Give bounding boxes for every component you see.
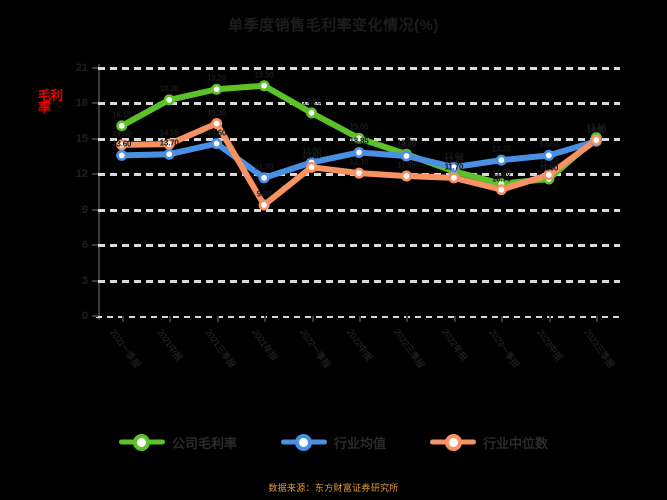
x-tick-mark — [264, 316, 267, 322]
y-tick-label: 9 — [81, 203, 88, 216]
data-point-label: 15.10 — [586, 122, 606, 132]
y-tick-mark — [92, 67, 98, 69]
x-tick-label: 2022一季报 — [297, 327, 332, 370]
gridline — [98, 102, 620, 106]
data-point-label: 11.60 — [539, 163, 559, 173]
data-point-label: 19.20 — [207, 73, 227, 83]
data-point-label: 12.25 — [444, 155, 464, 165]
y-tick-mark — [92, 137, 98, 140]
data-point-label: 12.60 — [444, 151, 464, 161]
data-point-label: 13.20 — [491, 144, 511, 154]
data-point-label: 13.85 — [349, 136, 369, 146]
data-point-label: 11.20 — [492, 168, 511, 178]
data-point-label: 13.55 — [396, 140, 416, 150]
y-tick-mark — [92, 208, 98, 211]
y-tick-label: 15 — [75, 132, 88, 145]
legend-label: 行业均值 — [333, 435, 386, 451]
gridline — [98, 279, 620, 283]
gridline — [98, 208, 620, 212]
y-axis-annotation: 毛利率 — [38, 88, 63, 115]
x-tick-mark — [169, 316, 172, 322]
x-tick-label: 2023一季报 — [487, 327, 522, 370]
x-tick-label: 2023中报 — [534, 327, 564, 363]
data-point-label: 18.30 — [159, 84, 179, 94]
data-point-label: 15.05 — [349, 122, 369, 132]
x-tick-mark — [501, 316, 504, 322]
data-point-label: 14.80 — [586, 125, 606, 135]
x-tick-label: 2022三季报 — [392, 327, 427, 370]
data-point-label: 12.10 — [349, 157, 369, 167]
legend-dot-icon — [295, 433, 313, 451]
chart-legend: 公司毛利率 行业均值 行业中位数 — [0, 432, 667, 452]
data-point-label: 11.95 — [539, 159, 559, 169]
data-point-label: 14.60 — [207, 128, 227, 138]
data-point-label: 11.85 — [397, 160, 416, 170]
y-tick-label: 21 — [75, 62, 88, 74]
x-tick-label: 2023三季报 — [582, 327, 617, 370]
legend-marker — [280, 432, 327, 452]
x-tick-label: 2021一季报 — [107, 327, 142, 370]
data-point-label: 13.70 — [396, 138, 416, 148]
data-point-label: 12.60 — [302, 151, 322, 161]
legend-marker — [430, 432, 476, 452]
gridline — [98, 173, 620, 177]
data-point-label: 19.50 — [254, 70, 274, 80]
x-tick-label: 2022年报 — [440, 327, 470, 363]
x-tick-mark — [548, 316, 551, 322]
x-tick-label: 2021三季报 — [202, 327, 237, 370]
chart-title: 单季度销售毛利率变化情况(%) — [228, 17, 439, 34]
data-point-label: 13.60 — [112, 139, 132, 149]
data-point-label: 13.60 — [539, 139, 559, 149]
data-point-label: 17.20 — [302, 97, 322, 107]
data-point-label: 13.70 — [159, 138, 179, 148]
x-tick-mark — [406, 316, 409, 322]
legend-item[interactable]: 公司毛利率 — [118, 432, 237, 452]
x-tick-label: 2021年报 — [250, 327, 280, 363]
x-tick-mark — [311, 316, 314, 322]
data-point-label: 10.70 — [491, 174, 511, 184]
x-tick-mark — [216, 316, 219, 322]
legend-item[interactable]: 行业均值 — [280, 432, 386, 452]
gridline — [98, 244, 620, 248]
data-point-label: 14.50 — [112, 129, 132, 139]
data-point-label: 9.40 — [256, 189, 272, 199]
legend-label: 公司毛利率 — [171, 435, 237, 451]
y-tick-label: 12 — [75, 168, 88, 181]
y-tick-mark — [92, 279, 98, 282]
data-point-label: 16.10 — [112, 110, 132, 120]
x-tick-label: 2021中报 — [155, 327, 185, 363]
y-tick-mark — [92, 102, 98, 105]
y-tick-mark — [92, 244, 98, 247]
source-caption: 数据来源：东方财富证券研究所 — [268, 483, 399, 493]
x-tick-mark — [359, 316, 361, 322]
data-point-label: 11.70 — [444, 162, 464, 172]
data-point-label: 14.55 — [159, 128, 179, 138]
y-tick-mark — [92, 315, 98, 317]
y-tick-label: 0 — [81, 310, 88, 322]
legend-dot-icon — [133, 433, 151, 451]
data-point-label: 11.70 — [254, 162, 274, 172]
legend-dot-icon — [444, 433, 462, 451]
x-tick-mark — [121, 316, 124, 322]
legend-item[interactable]: 行业中位数 — [430, 432, 548, 452]
plot-area — [98, 67, 620, 316]
y-tick-label: 3 — [81, 274, 88, 287]
gridline — [98, 67, 620, 70]
data-point-label: 16.30 — [207, 108, 227, 117]
x-tick-mark — [596, 316, 599, 322]
data-point-label: 14.90 — [586, 124, 606, 134]
x-tick-mark — [453, 316, 456, 322]
legend-marker — [118, 432, 165, 452]
data-point-label: 13.00 — [302, 146, 322, 156]
y-tick-label: 18 — [75, 97, 88, 110]
legend-label: 行业中位数 — [483, 435, 549, 451]
x-tick-label: 2022中报 — [345, 327, 375, 363]
y-tick-label: 6 — [81, 239, 88, 252]
y-axis-line — [98, 64, 100, 320]
y-tick-mark — [92, 173, 98, 176]
